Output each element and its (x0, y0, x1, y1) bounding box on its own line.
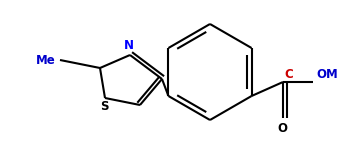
Text: Me: Me (36, 53, 56, 67)
Text: O: O (277, 122, 287, 135)
Text: N: N (124, 39, 134, 52)
Text: OMe: OMe (316, 68, 337, 81)
Text: S: S (100, 100, 108, 113)
Text: C: C (284, 68, 293, 81)
